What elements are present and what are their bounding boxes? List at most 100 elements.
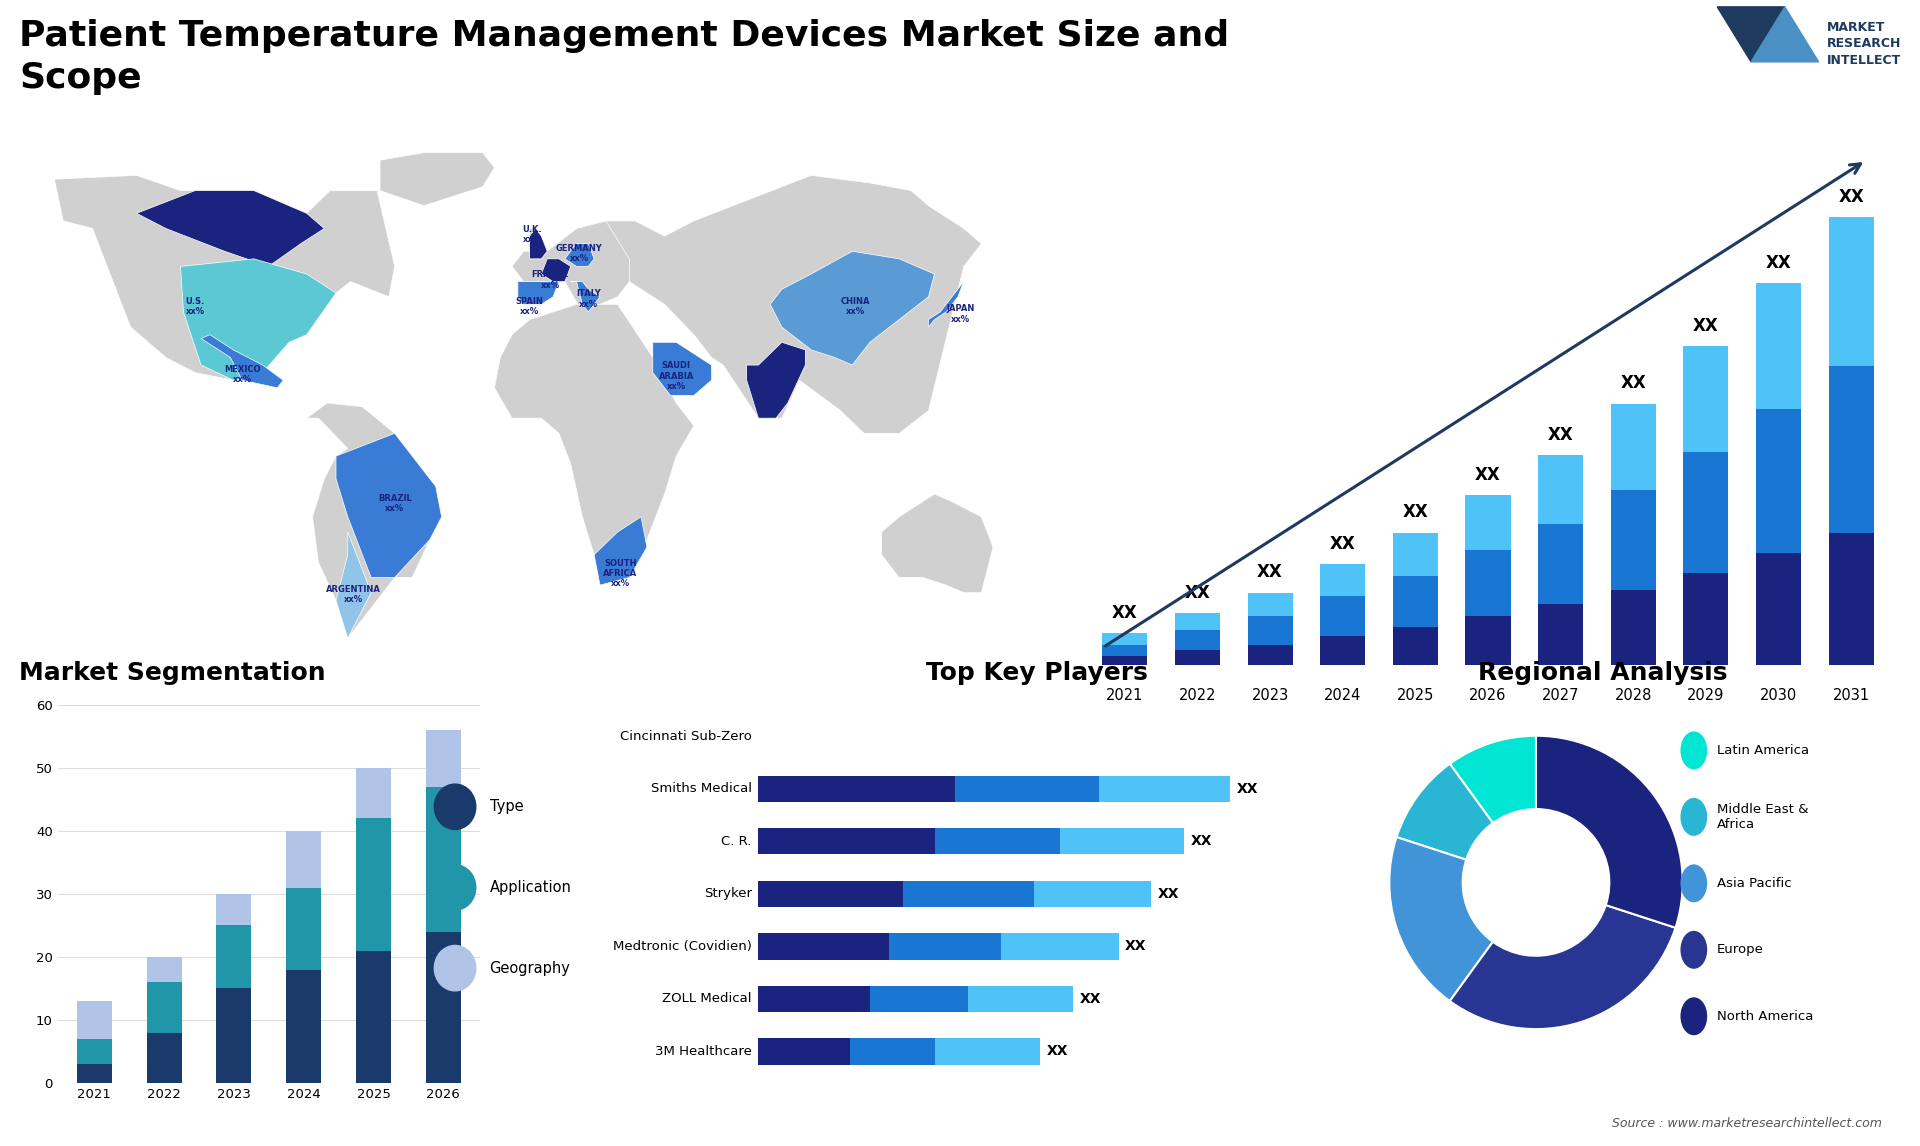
Bar (77, 1038, 111, 1063)
Bar (1465, 495, 1511, 550)
Text: 2023: 2023 (1252, 688, 1288, 702)
Bar (870, 986, 968, 1012)
Text: Application: Application (490, 880, 572, 895)
Wedge shape (1450, 736, 1536, 823)
Bar (355, 768, 392, 818)
Text: SAUDI
ARABIA
xx%: SAUDI ARABIA xx% (659, 361, 693, 391)
Text: XX: XX (1079, 992, 1100, 1006)
Text: XX: XX (1475, 466, 1501, 484)
Circle shape (1682, 998, 1707, 1035)
Bar (146, 1033, 182, 1083)
Bar (1392, 533, 1438, 575)
PathPatch shape (541, 259, 570, 282)
Bar (1102, 656, 1148, 665)
Bar (1321, 596, 1365, 636)
Bar (758, 986, 870, 1012)
Circle shape (434, 865, 476, 910)
Polygon shape (1751, 7, 1818, 62)
Wedge shape (1536, 736, 1682, 928)
Bar (1248, 615, 1292, 644)
Text: 3M Healthcare: 3M Healthcare (655, 1045, 753, 1058)
Text: Cincinnati Sub-Zero: Cincinnati Sub-Zero (620, 730, 753, 743)
PathPatch shape (513, 221, 653, 312)
Bar (758, 933, 889, 959)
Text: 2026: 2026 (1469, 688, 1507, 702)
Bar (1175, 650, 1219, 665)
Bar (217, 926, 252, 988)
Bar (1757, 552, 1801, 665)
Text: Stryker: Stryker (705, 887, 753, 901)
Text: Source : www.marketresearchintellect.com: Source : www.marketresearchintellect.com (1611, 1116, 1882, 1130)
Bar (758, 1038, 851, 1065)
Bar (1248, 592, 1292, 615)
Bar (1033, 881, 1152, 906)
Bar (1611, 590, 1655, 665)
Text: U.K.
xx%: U.K. xx% (522, 225, 541, 244)
Bar (1102, 644, 1148, 656)
Bar (935, 1038, 1041, 1065)
Bar (77, 1063, 111, 1083)
Bar (1757, 283, 1801, 409)
Bar (968, 986, 1073, 1012)
Bar (1828, 533, 1874, 665)
Text: CANADA
xx%: CANADA xx% (250, 206, 288, 225)
Text: 2031: 2031 (1834, 688, 1870, 702)
Circle shape (1682, 732, 1707, 769)
Circle shape (1682, 865, 1707, 902)
Text: Regional Analysis: Regional Analysis (1478, 661, 1728, 685)
PathPatch shape (564, 244, 593, 266)
Bar (426, 786, 461, 932)
Bar (1321, 564, 1365, 596)
Text: XX: XX (1258, 564, 1283, 581)
Text: Patient Temperature Management Devices Market Size and
Scope: Patient Temperature Management Devices M… (19, 18, 1229, 95)
PathPatch shape (202, 335, 284, 387)
Bar (1757, 409, 1801, 552)
Bar (889, 933, 1000, 959)
Bar (77, 1002, 111, 1038)
Bar (146, 957, 182, 982)
Circle shape (434, 945, 476, 991)
Bar (1538, 455, 1584, 524)
PathPatch shape (881, 494, 993, 592)
Text: SOUTH
AFRICA
xx%: SOUTH AFRICA xx% (603, 558, 637, 588)
Bar (1684, 573, 1728, 665)
Text: 2021: 2021 (1106, 688, 1144, 702)
Text: CHINA
xx%: CHINA xx% (841, 297, 870, 316)
Bar (851, 1038, 935, 1065)
Circle shape (1682, 799, 1707, 835)
Text: JAPAN
xx%: JAPAN xx% (947, 305, 975, 324)
PathPatch shape (530, 228, 547, 259)
PathPatch shape (307, 403, 442, 638)
Text: 2027: 2027 (1542, 688, 1580, 702)
Text: ARGENTINA
xx%: ARGENTINA xx% (326, 586, 380, 604)
Bar (954, 776, 1098, 802)
Bar (1684, 453, 1728, 573)
Text: U.S.
xx%: U.S. xx% (186, 297, 205, 316)
Bar (1392, 575, 1438, 627)
Bar (1175, 613, 1219, 630)
Bar (1098, 776, 1231, 802)
Text: BRAZIL
xx%: BRAZIL xx% (378, 494, 411, 513)
Text: MEXICO
xx%: MEXICO xx% (225, 366, 261, 384)
Bar (1538, 604, 1584, 665)
Bar (758, 881, 902, 906)
Text: 2024: 2024 (1325, 688, 1361, 702)
PathPatch shape (136, 190, 324, 266)
Text: Market Segmentation: Market Segmentation (19, 661, 326, 685)
Text: FRANCE
xx%: FRANCE xx% (532, 270, 568, 290)
Text: Smiths Medical: Smiths Medical (651, 783, 753, 795)
Text: Europe: Europe (1716, 943, 1764, 956)
PathPatch shape (747, 343, 804, 418)
Text: INDIA
xx%: INDIA xx% (766, 380, 793, 400)
Text: 2025: 2025 (1396, 688, 1434, 702)
Text: Geography: Geography (490, 960, 570, 975)
PathPatch shape (380, 152, 495, 206)
Bar (1321, 636, 1365, 665)
Polygon shape (1716, 7, 1786, 62)
PathPatch shape (54, 175, 396, 380)
Text: North America: North America (1716, 1010, 1812, 1022)
Text: XX: XX (1125, 940, 1146, 953)
Bar (1828, 367, 1874, 533)
Text: 2028: 2028 (1615, 688, 1651, 702)
Bar (1611, 489, 1655, 590)
